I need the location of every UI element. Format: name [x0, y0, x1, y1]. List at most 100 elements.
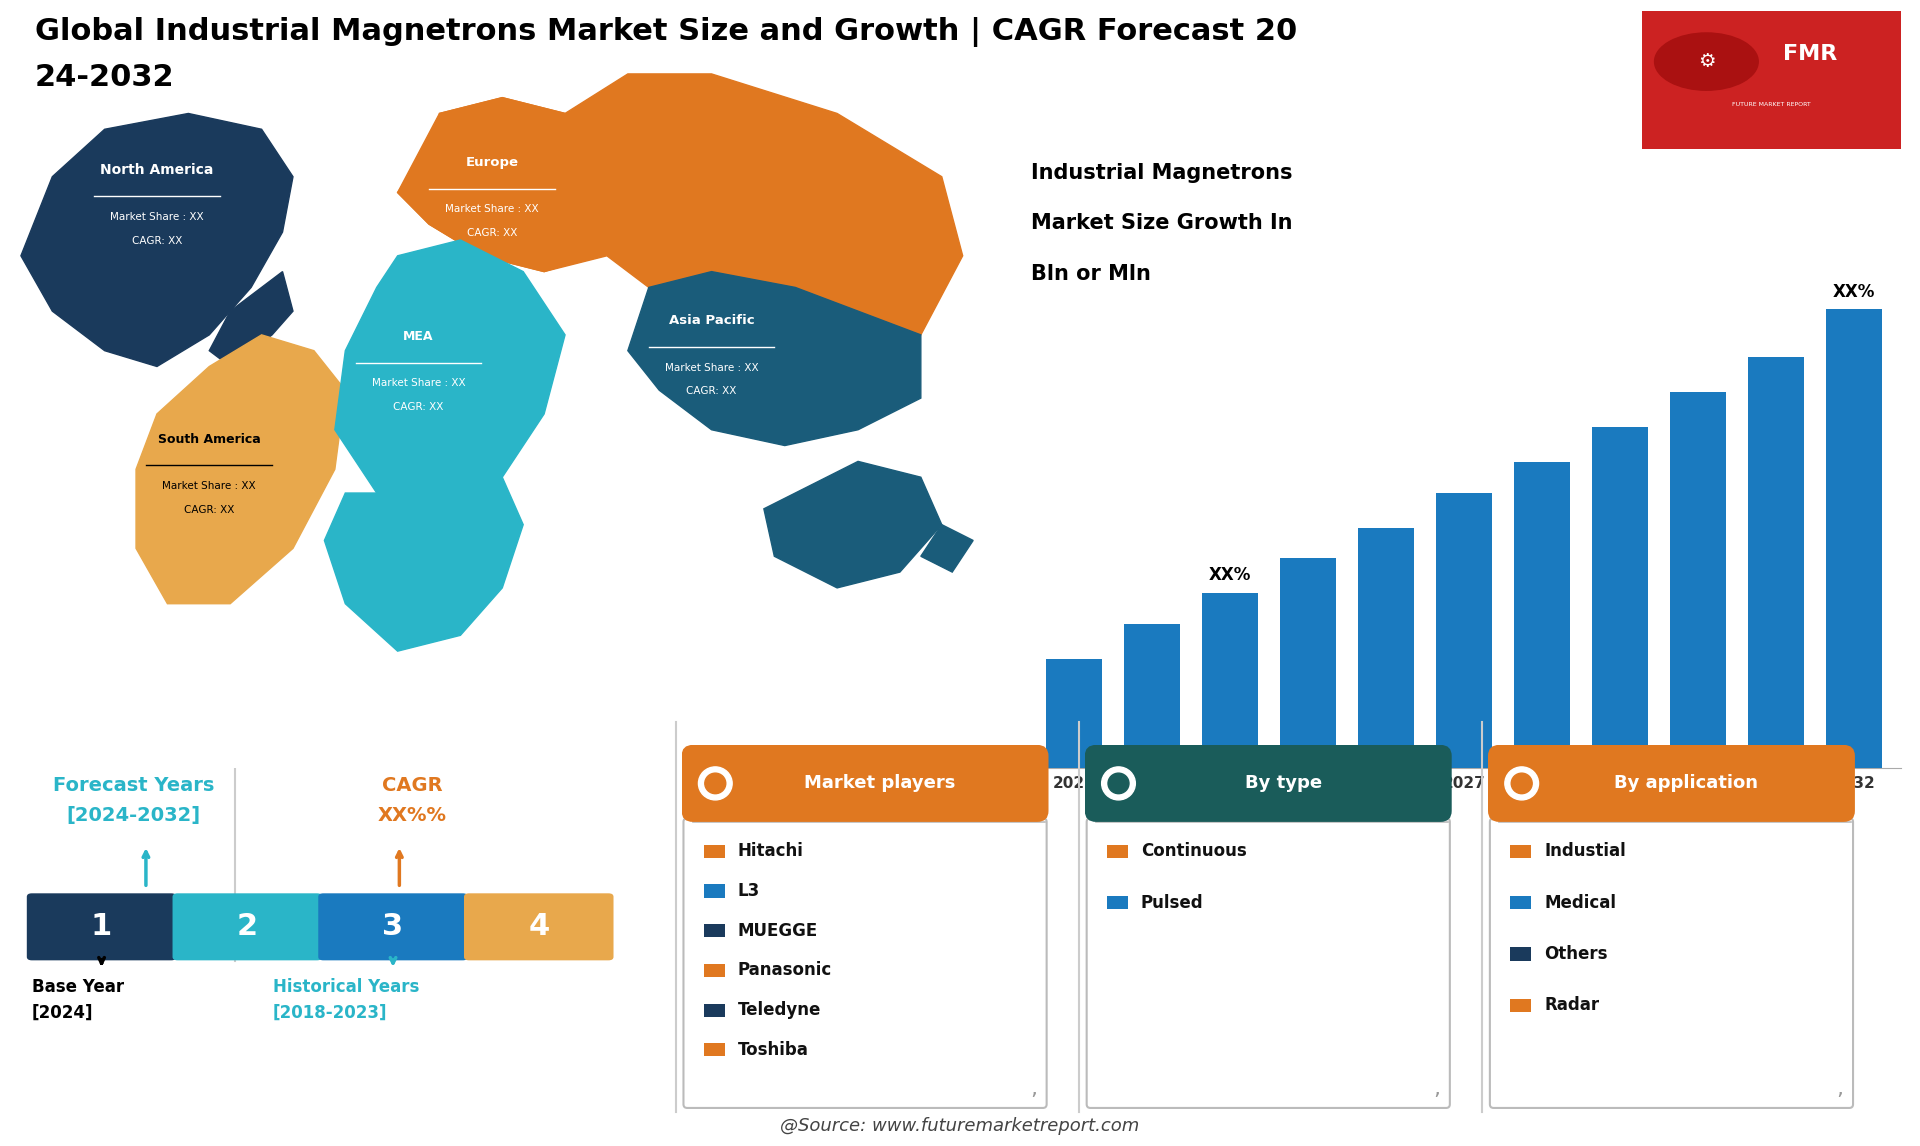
Polygon shape	[334, 240, 564, 509]
Text: Industrial Magnetrons: Industrial Magnetrons	[1031, 163, 1292, 182]
FancyBboxPatch shape	[682, 745, 1048, 822]
Polygon shape	[628, 272, 922, 446]
Text: Others: Others	[1544, 945, 1607, 963]
FancyBboxPatch shape	[1488, 745, 1855, 822]
FancyBboxPatch shape	[705, 964, 724, 978]
Text: Market Share : XX: Market Share : XX	[664, 362, 758, 372]
Text: ⚙: ⚙	[1697, 52, 1715, 71]
Text: CAGR: XX: CAGR: XX	[685, 386, 737, 397]
Text: ,: ,	[1837, 1078, 1843, 1099]
Text: Pulsed: Pulsed	[1140, 894, 1204, 911]
Text: 3: 3	[382, 912, 403, 941]
Text: CAGR: XX: CAGR: XX	[184, 505, 234, 515]
Text: XX%: XX%	[1210, 566, 1252, 584]
FancyBboxPatch shape	[705, 1043, 724, 1057]
Polygon shape	[21, 113, 294, 367]
Bar	[1747, 358, 1805, 768]
Polygon shape	[136, 335, 346, 604]
Bar	[1436, 493, 1492, 768]
Text: [2018-2023]: [2018-2023]	[273, 1004, 388, 1022]
Bar	[1513, 462, 1571, 768]
Text: MEA: MEA	[403, 330, 434, 343]
Text: @Source: www.futuremarketreport.com: @Source: www.futuremarketreport.com	[780, 1116, 1140, 1135]
Text: CAGR: XX: CAGR: XX	[394, 402, 444, 413]
Bar	[1281, 558, 1336, 768]
Text: XX%: XX%	[1834, 283, 1876, 300]
Text: CAGR: CAGR	[382, 777, 442, 795]
Text: Forecast Years: Forecast Years	[52, 777, 213, 795]
FancyBboxPatch shape	[705, 924, 724, 937]
Circle shape	[1108, 774, 1129, 794]
FancyBboxPatch shape	[27, 894, 177, 960]
Text: Market Share : XX: Market Share : XX	[445, 204, 540, 214]
Bar	[1202, 594, 1258, 768]
Polygon shape	[922, 525, 973, 572]
FancyBboxPatch shape	[705, 1004, 724, 1017]
Text: Teledyne: Teledyne	[737, 1002, 822, 1019]
Text: 24-2032: 24-2032	[35, 63, 175, 92]
Bar	[1826, 309, 1882, 768]
Text: Global Industrial Magnetrons Market Size and Growth | CAGR Forecast 20: Global Industrial Magnetrons Market Size…	[35, 17, 1296, 47]
Text: Radar: Radar	[1544, 996, 1599, 1014]
FancyBboxPatch shape	[465, 894, 614, 960]
Bar	[1592, 427, 1647, 768]
Circle shape	[1505, 767, 1538, 800]
Text: Asia Pacific: Asia Pacific	[668, 314, 755, 327]
Text: South America: South America	[157, 432, 261, 446]
FancyBboxPatch shape	[1511, 896, 1530, 909]
Text: [2024-2032]: [2024-2032]	[65, 807, 200, 825]
FancyBboxPatch shape	[1511, 845, 1530, 858]
Polygon shape	[397, 74, 962, 390]
Text: [2024]: [2024]	[33, 1004, 94, 1022]
Text: Market players: Market players	[804, 775, 956, 792]
FancyBboxPatch shape	[1108, 845, 1127, 858]
Text: FMR: FMR	[1784, 45, 1837, 64]
FancyBboxPatch shape	[1108, 896, 1127, 909]
FancyBboxPatch shape	[1511, 998, 1530, 1012]
Text: Base Year: Base Year	[33, 979, 125, 996]
Text: Industial: Industial	[1544, 842, 1626, 861]
Bar	[1046, 659, 1102, 768]
Text: Hitachi: Hitachi	[737, 842, 804, 861]
Text: Market Share : XX: Market Share : XX	[372, 378, 465, 388]
Circle shape	[699, 767, 732, 800]
Text: ,: ,	[1031, 1078, 1037, 1099]
Text: Toshiba: Toshiba	[737, 1041, 808, 1059]
Text: ,: ,	[1434, 1078, 1440, 1099]
Circle shape	[1511, 774, 1532, 794]
FancyBboxPatch shape	[319, 894, 468, 960]
Text: Continuous: Continuous	[1140, 842, 1246, 861]
Text: Bln or Mln: Bln or Mln	[1031, 264, 1150, 283]
Text: Market Share : XX: Market Share : XX	[109, 212, 204, 222]
Text: North America: North America	[100, 163, 213, 176]
Text: Market Share : XX: Market Share : XX	[163, 481, 255, 492]
Text: 4: 4	[528, 912, 549, 941]
FancyBboxPatch shape	[173, 894, 323, 960]
Text: By application: By application	[1615, 775, 1759, 792]
Text: L3: L3	[737, 882, 760, 900]
FancyBboxPatch shape	[705, 885, 724, 897]
Text: Historical Years: Historical Years	[273, 979, 419, 996]
Text: 1: 1	[90, 912, 111, 941]
Text: MUEGGE: MUEGGE	[737, 921, 818, 940]
Circle shape	[705, 774, 726, 794]
Circle shape	[1655, 33, 1759, 91]
Text: Panasonic: Panasonic	[737, 961, 831, 980]
Polygon shape	[764, 462, 941, 588]
Bar	[1123, 623, 1181, 768]
Text: Market Size Growth In: Market Size Growth In	[1031, 213, 1292, 233]
Text: XX%%: XX%%	[378, 807, 447, 825]
Text: 2: 2	[236, 912, 257, 941]
Bar	[1670, 392, 1726, 768]
Text: Europe: Europe	[465, 156, 518, 168]
Bar	[1357, 527, 1413, 768]
Text: CAGR: XX: CAGR: XX	[132, 236, 182, 246]
Circle shape	[1102, 767, 1135, 800]
Text: By type: By type	[1244, 775, 1321, 792]
Polygon shape	[209, 272, 294, 367]
Text: CAGR: XX: CAGR: XX	[467, 228, 516, 238]
FancyBboxPatch shape	[1642, 11, 1901, 155]
Text: FUTURE MARKET REPORT: FUTURE MARKET REPORT	[1732, 102, 1811, 107]
FancyBboxPatch shape	[705, 845, 724, 858]
Text: Medical: Medical	[1544, 894, 1617, 911]
